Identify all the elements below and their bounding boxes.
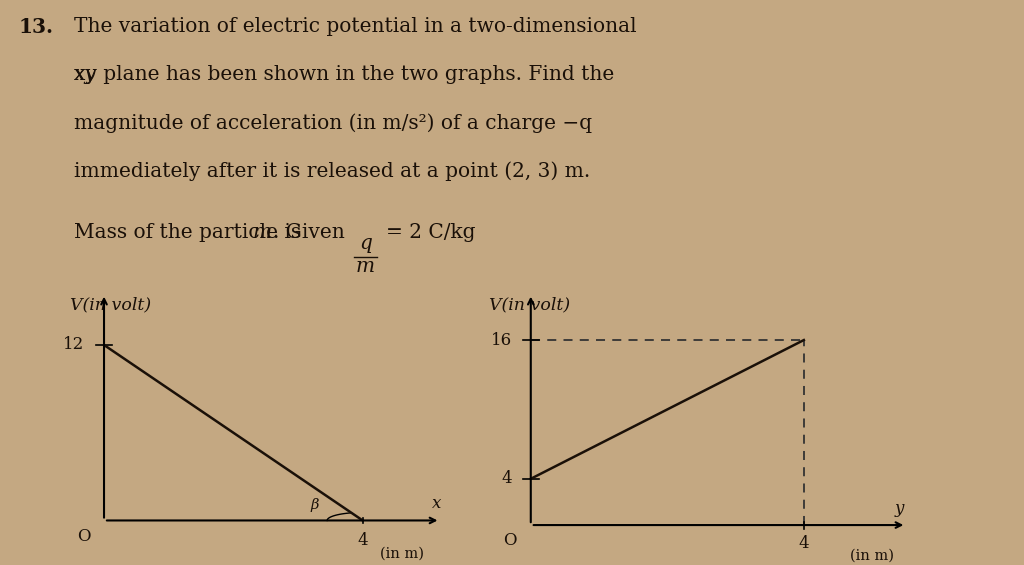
- Text: Mass of the particle is: Mass of the particle is: [74, 223, 307, 242]
- Text: = 2 C/kg: = 2 C/kg: [386, 223, 475, 242]
- Text: (in m): (in m): [380, 547, 424, 561]
- Text: 12: 12: [63, 337, 85, 354]
- Text: 4: 4: [357, 532, 368, 549]
- Text: m: m: [356, 257, 375, 276]
- Text: V(in volt): V(in volt): [70, 297, 151, 314]
- Text: m: m: [253, 223, 272, 242]
- Text: V(in volt): V(in volt): [489, 297, 570, 314]
- Text: 16: 16: [490, 332, 512, 349]
- Text: x: x: [432, 495, 441, 512]
- Text: O: O: [78, 528, 91, 545]
- Text: . Given: . Given: [273, 223, 345, 242]
- Text: immediately after it is released at a point (2, 3) m.: immediately after it is released at a po…: [74, 161, 590, 181]
- Text: xy plane has been shown in the two graphs. Find the: xy plane has been shown in the two graph…: [74, 65, 614, 84]
- Text: 4: 4: [799, 536, 809, 553]
- Text: 13.: 13.: [18, 17, 53, 37]
- Text: xy: xy: [74, 65, 96, 84]
- Text: y: y: [895, 500, 904, 517]
- Text: 4: 4: [501, 470, 512, 487]
- Text: O: O: [504, 532, 517, 549]
- Text: β: β: [310, 498, 318, 512]
- Text: (in m): (in m): [850, 548, 894, 562]
- Text: The variation of electric potential in a two-dimensional: The variation of electric potential in a…: [74, 17, 636, 36]
- Text: magnitude of acceleration (in m/s²) of a charge −q: magnitude of acceleration (in m/s²) of a…: [74, 113, 592, 133]
- Text: q: q: [359, 234, 372, 254]
